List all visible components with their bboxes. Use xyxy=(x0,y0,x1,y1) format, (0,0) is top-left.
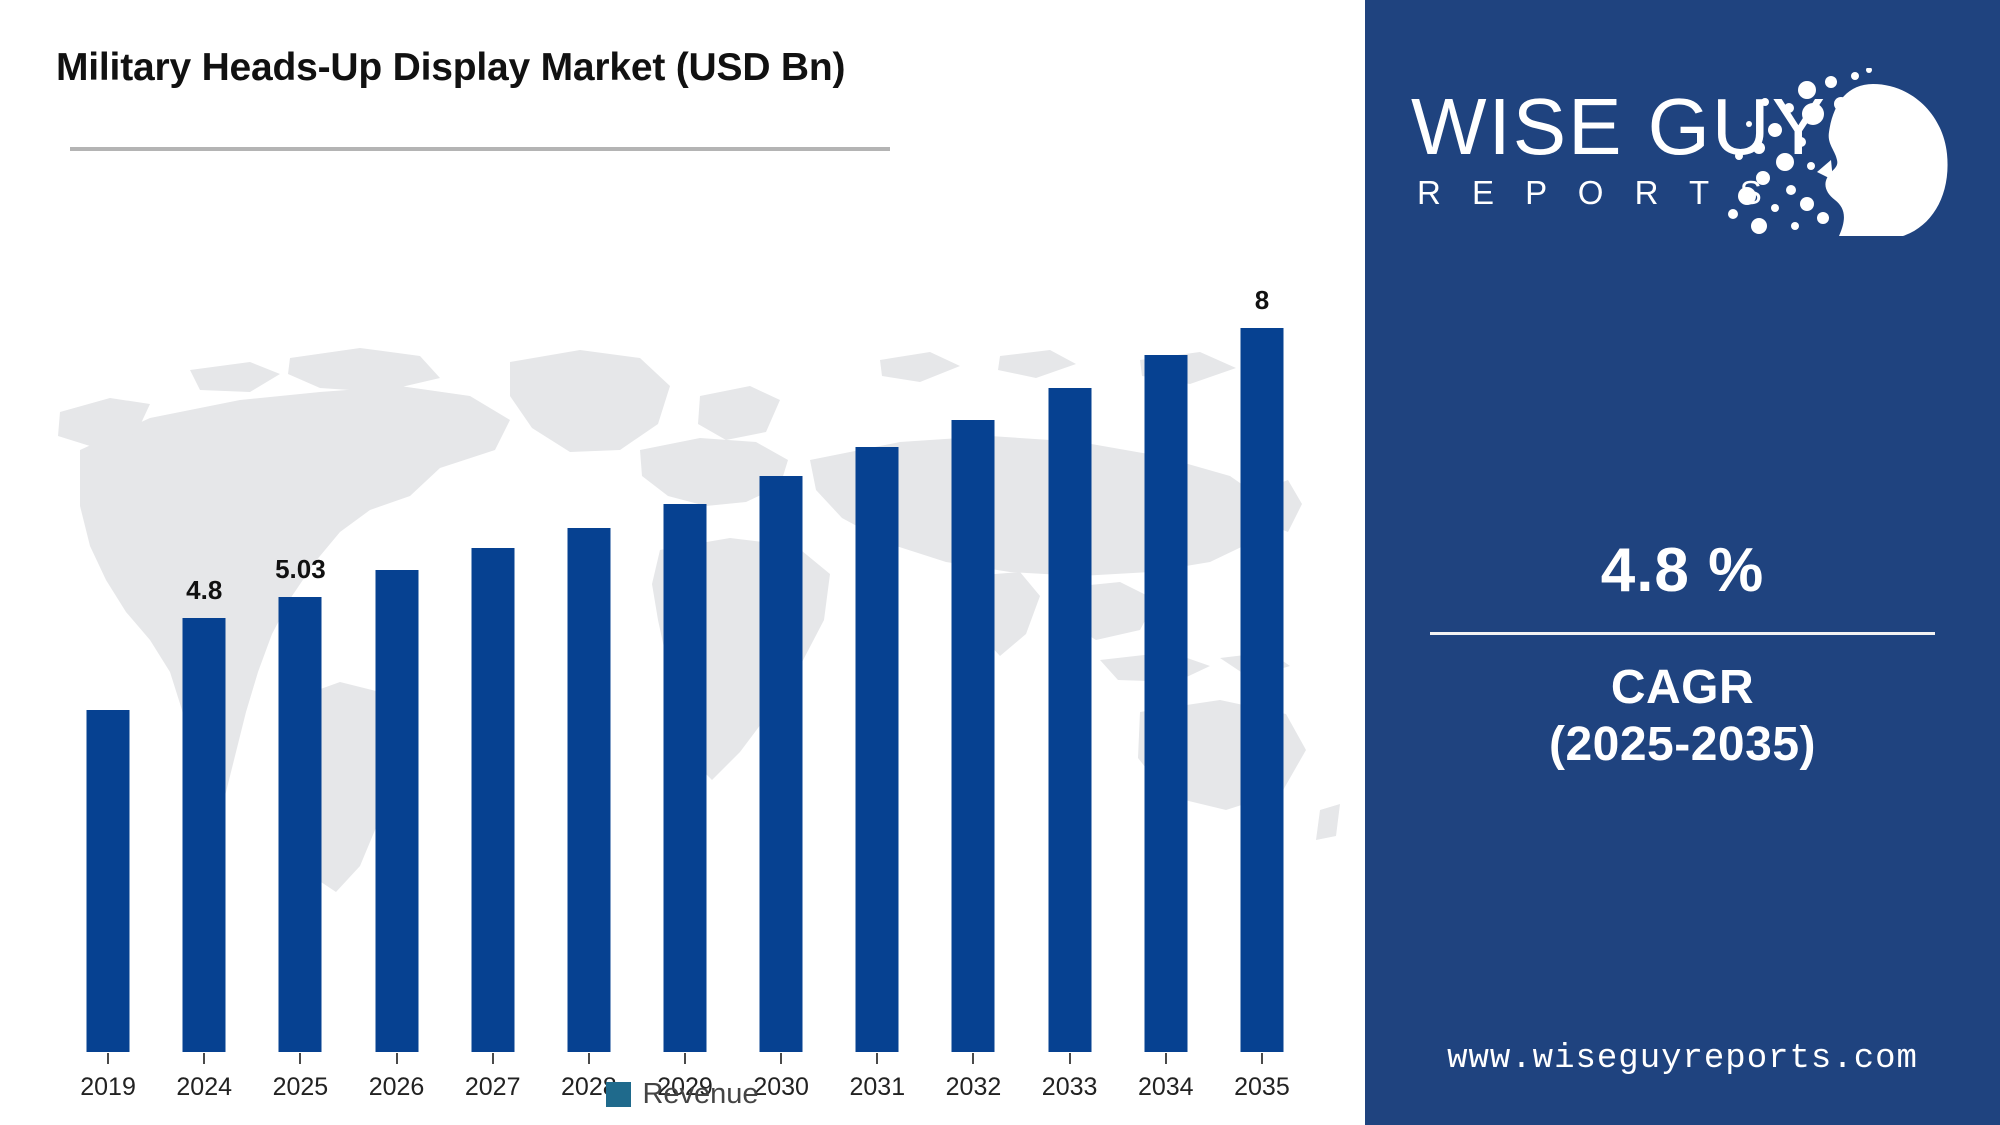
x-tick-label-2030: 2030 xyxy=(753,1073,809,1101)
bar-group-2027: 2027 xyxy=(454,260,532,1101)
legend-label-revenue: Revenue xyxy=(642,1078,759,1110)
x-tick-2033 xyxy=(1068,1053,1071,1064)
bar-group-2032: 2032 xyxy=(934,260,1012,1101)
x-tick-2026 xyxy=(395,1053,398,1064)
bar-group-2024: 4.8 2024 xyxy=(165,260,243,1101)
bar-group-2028: 2028 xyxy=(550,260,628,1101)
bar-2029 xyxy=(663,504,707,1052)
bar-2033 xyxy=(1048,387,1092,1052)
bar-group-2029: 2029 xyxy=(646,260,724,1101)
bar-2034 xyxy=(1144,355,1188,1052)
chart-legend: Revenue xyxy=(0,1078,1365,1111)
x-tick-label-2029: 2029 xyxy=(657,1073,713,1101)
plot-area: 2019 4.8 2024 5.03 2025 2026 2027 2028 2029 2030 2… xyxy=(60,260,1310,1101)
brand-panel: WISE GUY R E P O R T S xyxy=(1365,0,2000,1125)
bar-2025 xyxy=(278,596,322,1052)
cagr-label-line1: CAGR xyxy=(1610,661,1755,714)
x-tick-2024 xyxy=(203,1053,206,1064)
bar-group-2019: 2019 xyxy=(69,260,147,1101)
x-tick-2028 xyxy=(587,1053,590,1064)
x-tick-2027 xyxy=(491,1053,494,1064)
bar-group-2035: 8 2035 xyxy=(1223,260,1301,1101)
x-tick-2032 xyxy=(972,1053,975,1064)
bar-value-label-2035: 8 xyxy=(1254,284,1270,315)
x-tick-label-2031: 2031 xyxy=(849,1073,906,1101)
x-tick-2025 xyxy=(299,1053,302,1064)
bar-group-2034: 2034 xyxy=(1127,260,1205,1101)
bar-2031 xyxy=(855,447,899,1052)
bar-group-2031: 2031 xyxy=(838,260,916,1101)
svg-text:R E P O R T S: R E P O R T S xyxy=(1417,174,1773,211)
bar-2026 xyxy=(375,569,419,1052)
bar-series-revenue: 2019 4.8 2024 5.03 2025 2026 2027 2028 2029 2030 2… xyxy=(60,260,1310,1101)
bar-2028 xyxy=(567,527,611,1052)
cagr-label: CAGR (2025-2035) xyxy=(1365,660,2000,773)
x-tick-label-2027: 2027 xyxy=(464,1073,521,1101)
x-tick-2030 xyxy=(780,1053,783,1064)
cagr-divider xyxy=(1430,632,1935,635)
cagr-value: 4.8 % xyxy=(1600,536,1765,605)
x-tick-label-2025: 2025 xyxy=(272,1073,329,1101)
x-tick-label-2032: 2032 xyxy=(945,1073,1002,1101)
bar-2030 xyxy=(759,476,803,1052)
x-tick-2034 xyxy=(1164,1053,1167,1064)
bar-2035 xyxy=(1240,327,1284,1052)
bar-2024 xyxy=(182,617,226,1052)
bar-2032 xyxy=(951,420,995,1052)
title-divider xyxy=(70,147,890,151)
legend-swatch-revenue xyxy=(606,1082,632,1107)
x-tick-label-2019: 2019 xyxy=(80,1073,136,1101)
x-tick-2019 xyxy=(107,1053,110,1064)
chart-panel: Military Heads-Up Display Market (USD Bn… xyxy=(0,46,1365,1111)
x-tick-2029 xyxy=(684,1053,686,1064)
x-tick-2035 xyxy=(1260,1053,1263,1064)
bar-group-2030: 2030 xyxy=(742,260,820,1101)
svg-text:WISE GUY: WISE GUY xyxy=(1411,82,1827,171)
chart-title: Military Heads-Up Display Market (USD Bn… xyxy=(56,46,846,89)
x-tick-label-2034: 2034 xyxy=(1137,1073,1194,1101)
wiseguyreports-logo: WISE GUY R E P O R T S xyxy=(1403,68,1963,238)
x-tick-label-2033: 2033 xyxy=(1041,1073,1098,1101)
bar-group-2033: 2033 xyxy=(1031,260,1109,1101)
x-tick-label-2035: 2035 xyxy=(1234,1073,1290,1101)
bar-value-label-2025: 5.03 xyxy=(275,553,326,584)
bar-group-2026: 2026 xyxy=(358,260,436,1101)
bar-value-label-2024: 4.8 xyxy=(186,574,223,605)
cagr-label-line2: (2025-2035) xyxy=(1548,717,1816,771)
x-tick-label-2026: 2026 xyxy=(368,1073,425,1101)
bar-group-2025: 5.03 2025 xyxy=(261,260,339,1101)
bar-2027 xyxy=(471,547,515,1052)
x-tick-2031 xyxy=(876,1053,879,1064)
bar-2019 xyxy=(86,709,130,1052)
website-url: www.wiseguyreports.com xyxy=(1447,1040,1918,1078)
x-tick-label-2024: 2024 xyxy=(176,1073,233,1101)
